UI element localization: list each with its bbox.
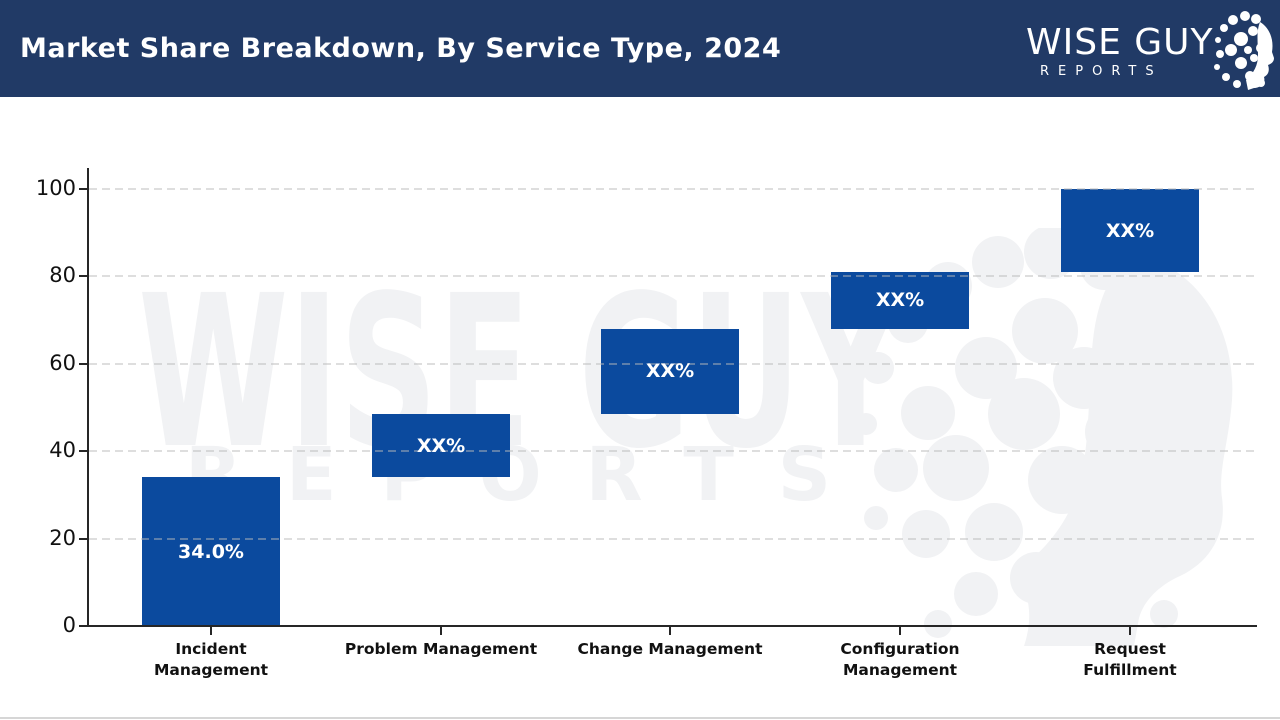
logo-wordmark: WISE GUY xyxy=(1026,22,1214,63)
y-tick-40 xyxy=(79,450,88,453)
bar-value-label: XX% xyxy=(1105,219,1155,242)
y-tick-label-100: 100 xyxy=(35,176,76,200)
y-tick-label-60: 60 xyxy=(49,350,76,375)
x-axis xyxy=(87,625,1257,627)
gridline-20 xyxy=(89,537,1257,540)
bar-incident-management: 34.0% xyxy=(142,477,280,626)
y-tick-20 xyxy=(79,537,88,540)
y-tick-60 xyxy=(79,362,88,365)
watermark-wordmark: WISE GUY xyxy=(138,250,901,495)
chart-title: Market Share Breakdown, By Service Type,… xyxy=(20,33,782,64)
x-category-incident-management: Incident Management xyxy=(153,640,269,679)
bar-change-management: XX% xyxy=(601,328,739,415)
bar-configuration-management: XX% xyxy=(831,272,969,329)
bar-value-label: XX% xyxy=(875,289,925,312)
y-tick-label-80: 80 xyxy=(49,263,76,288)
x-category-request-fulfillment: Request Fulfillment xyxy=(1083,640,1177,679)
x-tick-change-management xyxy=(669,627,671,635)
x-category-configuration-management: Configuration Management xyxy=(840,640,960,679)
bar-value-label: XX% xyxy=(645,360,695,383)
x-tick-request-fulfillment xyxy=(1129,627,1131,635)
y-tick-0 xyxy=(79,625,88,627)
y-tick-label-0: 0 xyxy=(62,613,76,637)
y-tick-100 xyxy=(79,188,88,190)
gridline-60 xyxy=(89,362,1257,365)
x-tick-configuration-management xyxy=(899,627,901,635)
bar-problem-management: XX% xyxy=(372,414,510,478)
bar-value-label: XX% xyxy=(416,434,466,457)
y-tick-80 xyxy=(79,275,88,278)
bottom-divider xyxy=(0,717,1280,719)
logo-subtitle: REPORTS xyxy=(1040,64,1163,79)
x-tick-incident-management xyxy=(210,627,212,635)
watermark-subtitle: REPORTS xyxy=(185,432,876,518)
x-category-change-management: Change Management xyxy=(577,640,763,658)
x-tick-problem-management xyxy=(440,627,442,635)
wise-guy-head-icon xyxy=(1214,11,1274,90)
wise-guy-logo: WISE GUY REPORTS xyxy=(1016,8,1274,90)
bar-value-label: 34.0% xyxy=(178,540,244,563)
header-bar: Market Share Breakdown, By Service Type,… xyxy=(0,0,1280,97)
gridline-100 xyxy=(89,188,1257,190)
y-axis xyxy=(87,168,89,627)
gridline-80 xyxy=(89,275,1257,278)
x-category-problem-management: Problem Management xyxy=(344,640,538,658)
bar-request-fulfillment: XX% xyxy=(1061,189,1199,273)
gridline-40 xyxy=(89,450,1257,453)
y-tick-label-20: 20 xyxy=(49,525,76,550)
y-tick-label-40: 40 xyxy=(49,438,76,463)
